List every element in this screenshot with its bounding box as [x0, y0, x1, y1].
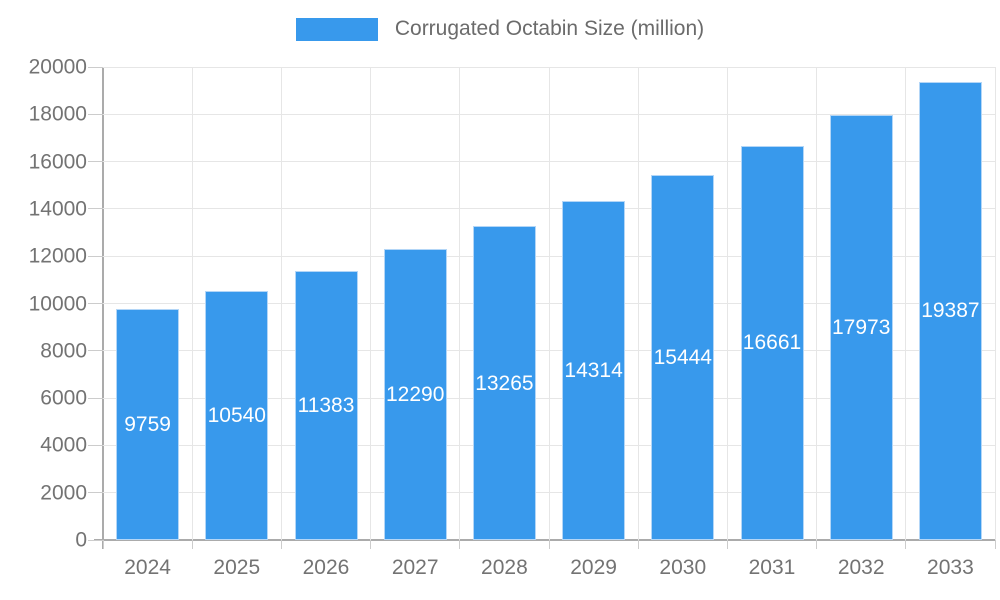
x-axis-tick-label: 2027: [391, 556, 439, 579]
gridline-vertical: [280, 67, 282, 540]
gridline-vertical: [637, 67, 639, 540]
bar: 15444: [651, 174, 715, 540]
x-axis-tick: [548, 540, 550, 549]
bar: 10540: [205, 290, 269, 540]
y-axis-tick: [88, 66, 103, 68]
x-axis-tick-label: 2032: [837, 556, 885, 579]
bar-value-label: 11383: [297, 393, 355, 417]
x-axis-line: [94, 539, 996, 541]
plot-area: 0 2000 4000 6000 8000 10000 12000 14000 16000 180…: [29, 57, 996, 578]
bar: 9759: [116, 309, 180, 540]
bar-value-label: 15444: [653, 345, 712, 369]
y-axis-tick-label: 4000: [40, 433, 87, 457]
x-axis-tick-label: 2031: [748, 556, 796, 579]
y-axis-tick: [88, 444, 103, 446]
y-axis-tick: [88, 350, 103, 352]
legend-label: Corrugated Octabin Size (million): [394, 17, 705, 40]
y-axis-tick-label: 14000: [28, 197, 87, 221]
bar: 11383: [294, 270, 358, 540]
x-axis-tick: [905, 540, 907, 549]
bar: 17973: [829, 114, 893, 540]
y-axis-tick-label: 16000: [28, 150, 87, 174]
bar-value-label: 9759: [124, 413, 171, 437]
bar: 12290: [383, 249, 447, 540]
x-axis-tick-label: 2030: [659, 556, 707, 579]
gridline-vertical: [191, 67, 193, 540]
y-axis-tick: [88, 397, 103, 399]
gridline-vertical: [816, 67, 818, 540]
x-axis-tick: [726, 540, 728, 549]
x-axis-tick-label: 2033: [927, 556, 974, 579]
bar: 19387: [918, 81, 982, 540]
y-axis-tick: [88, 255, 103, 257]
y-axis-tick: [88, 539, 103, 541]
gridline-vertical: [994, 67, 996, 540]
y-axis-tick-label: 10000: [28, 292, 87, 315]
bar: 14314: [562, 201, 626, 540]
bar-value-label: 19387: [921, 299, 980, 323]
bar: 13265: [472, 226, 536, 540]
bar-value-label: 17973: [831, 315, 891, 339]
x-axis-tick-label: 2024: [124, 556, 171, 579]
x-axis-tick: [191, 540, 193, 549]
x-axis-tick: [102, 540, 104, 549]
y-axis-tick-label: 20000: [28, 55, 87, 79]
y-axis-tick-label: 18000: [28, 102, 87, 126]
y-axis-tick-label: 8000: [40, 339, 87, 363]
x-axis-tick-label: 2029: [570, 556, 617, 579]
bar-value-label: 16661: [742, 331, 802, 355]
x-axis-tick-label: 2026: [302, 556, 350, 579]
x-axis-tick: [816, 540, 818, 549]
y-axis-tick-label: 2000: [40, 481, 87, 505]
bar-value-label: 13265: [475, 371, 534, 395]
x-axis-tick: [370, 540, 372, 549]
gridline-vertical: [459, 67, 461, 540]
y-axis-tick-label: 0: [75, 528, 87, 552]
gridline-vertical: [548, 67, 550, 540]
gridline-vertical: [370, 67, 372, 540]
x-axis-tick-label: 2028: [481, 556, 528, 579]
gridline-vertical: [726, 67, 728, 540]
y-axis-tick: [88, 113, 103, 115]
y-axis-tick-label: 6000: [40, 386, 87, 410]
bar-value-label: 14314: [564, 359, 623, 383]
x-axis-tick: [459, 540, 461, 549]
bar-value-label: 12290: [385, 383, 445, 407]
y-axis-tick-label: 12000: [28, 244, 87, 268]
x-axis-tick: [637, 540, 639, 549]
legend-swatch: [295, 17, 378, 41]
y-axis-tick: [88, 303, 103, 304]
gridline-vertical: [905, 67, 907, 540]
x-axis-tick: [280, 540, 282, 549]
chart-legend: Corrugated Octabin Size (million): [0, 0, 1000, 58]
bar-value-label: 10540: [207, 403, 266, 427]
y-axis-tick: [88, 208, 103, 210]
y-axis-tick: [88, 161, 103, 163]
x-axis-tick-label: 2025: [213, 556, 261, 579]
bar: 16661: [740, 145, 804, 540]
x-axis-tick: [994, 540, 996, 549]
y-axis-line: [102, 67, 104, 549]
y-axis-tick: [88, 492, 103, 494]
